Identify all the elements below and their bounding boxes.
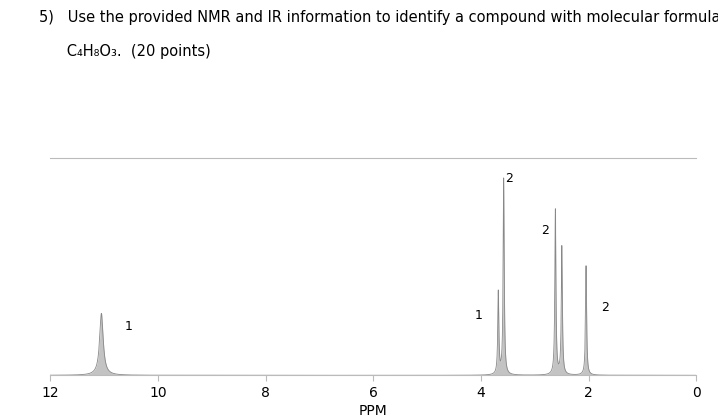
Text: 5)   Use the provided NMR and IR information to identify a compound with molecul: 5) Use the provided NMR and IR informati… (39, 10, 718, 25)
Text: 2: 2 (601, 301, 609, 314)
Text: 1: 1 (475, 309, 482, 322)
Text: 1: 1 (124, 320, 132, 333)
Text: 2: 2 (505, 172, 513, 185)
Text: 2: 2 (541, 224, 549, 236)
X-axis label: PPM: PPM (359, 404, 388, 417)
Text: C₄H₈O₃.  (20 points): C₄H₈O₃. (20 points) (39, 44, 211, 59)
